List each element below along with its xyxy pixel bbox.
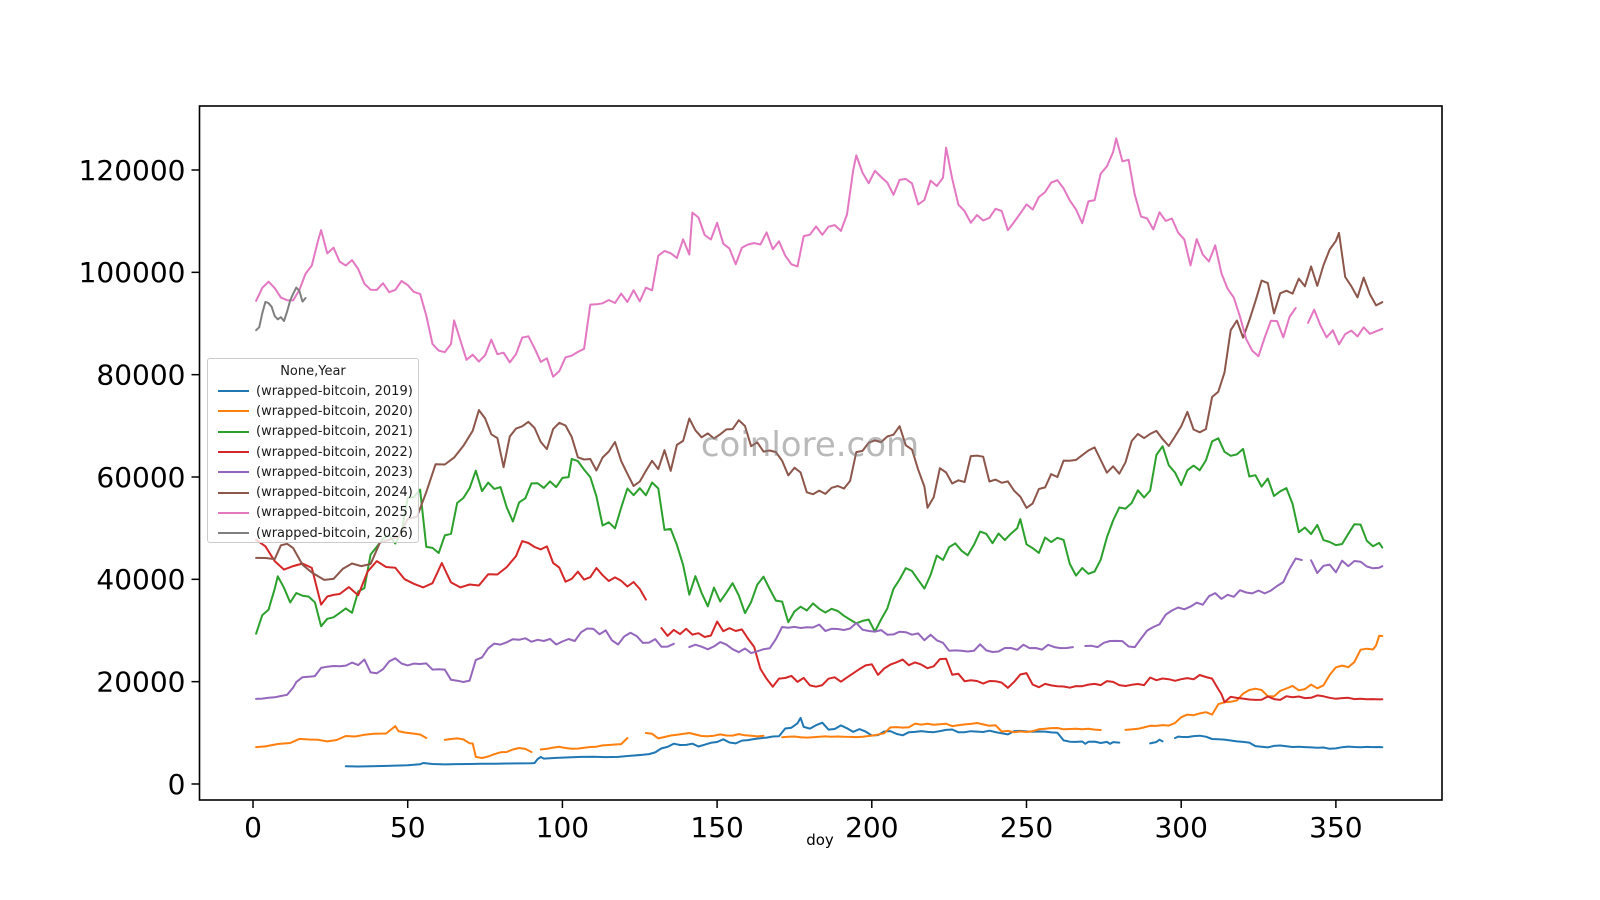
- x-tick-label: 350: [1309, 811, 1362, 844]
- legend-item-2022: (wrapped-bitcoin, 2022): [208, 442, 418, 462]
- legend-swatch-2026: [218, 532, 249, 535]
- series-line-2023: [255, 557, 1384, 700]
- legend-item-2020: (wrapped-bitcoin, 2020): [208, 401, 418, 421]
- legend-item-2025: (wrapped-bitcoin, 2025): [208, 503, 418, 523]
- watermark: coinlore.com: [700, 425, 920, 465]
- series-line-2021: [255, 437, 1384, 635]
- legend-item-2026: (wrapped-bitcoin, 2026): [208, 523, 418, 543]
- legend-swatch-2019: [218, 390, 249, 393]
- series-line-2022: [255, 538, 1384, 704]
- plot-frame: [198, 105, 1443, 801]
- legend-swatch-2020: [218, 410, 249, 413]
- x-tick-label: 200: [845, 811, 898, 844]
- y-tick-label: 120000: [79, 154, 186, 187]
- y-tick-label: 0: [168, 768, 186, 801]
- x-tick-label: 300: [1154, 811, 1207, 844]
- legend-swatch-2025: [218, 511, 249, 514]
- x-tick-label: 50: [390, 811, 426, 844]
- legend-item-2021: (wrapped-bitcoin, 2021): [208, 422, 418, 442]
- x-axis-label: doy: [806, 831, 834, 849]
- x-tick-label: 100: [536, 811, 589, 844]
- legend-item-2023: (wrapped-bitcoin, 2023): [208, 462, 418, 482]
- legend-item-2024: (wrapped-bitcoin, 2024): [208, 482, 418, 502]
- legend-swatch-2023: [218, 471, 249, 474]
- legend-swatch-2024: [218, 491, 249, 494]
- legend-title: None,Year: [280, 364, 346, 379]
- y-tick-label: 40000: [96, 563, 185, 596]
- series-line-2025: [255, 137, 1384, 378]
- y-tick-label: 60000: [96, 461, 185, 494]
- series-line-2020: [255, 634, 1384, 759]
- y-tick-label: 80000: [96, 358, 185, 391]
- series-line-2026: [255, 286, 307, 332]
- legend-swatch-2021: [218, 430, 249, 433]
- legend-swatch-2022: [218, 451, 249, 454]
- x-tick-label: 150: [690, 811, 743, 844]
- legend-item-2019: (wrapped-bitcoin, 2019): [208, 381, 418, 401]
- y-tick-label: 20000: [96, 665, 185, 698]
- series-line-2024: [255, 231, 1384, 581]
- y-tick-label: 100000: [79, 256, 186, 289]
- legend: None,Year (wrapped-bitcoin, 2019) (wrapp…: [207, 358, 419, 543]
- x-tick-label: 250: [1000, 811, 1053, 844]
- x-tick-label: 0: [244, 811, 262, 844]
- series-line-2019: [344, 716, 1384, 768]
